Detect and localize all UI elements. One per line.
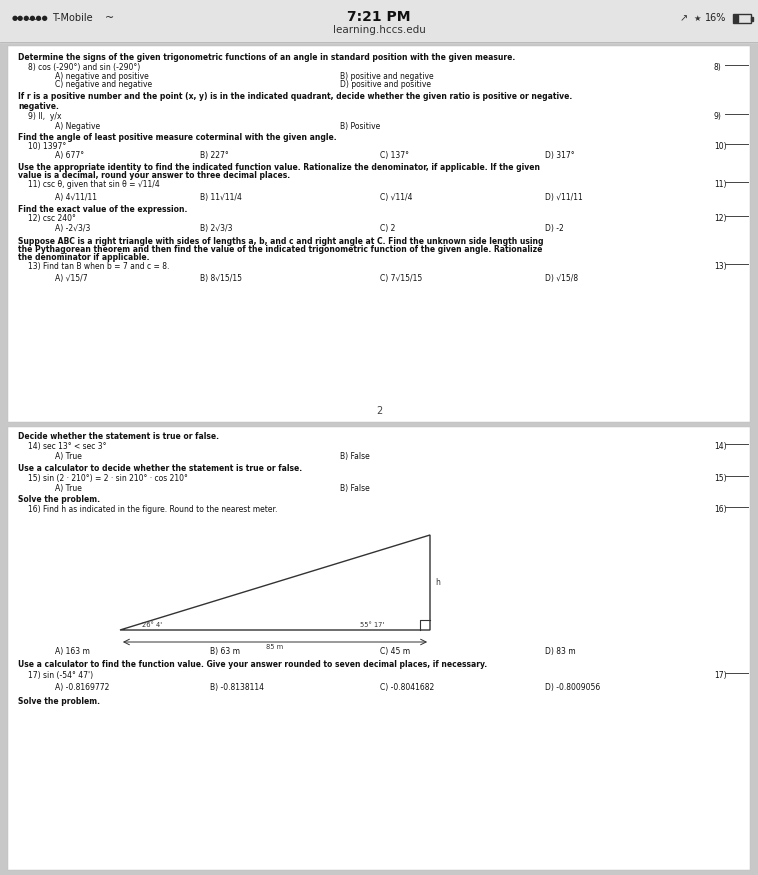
Text: 15) sin (2 · 210°) = 2 · sin 210° · cos 210°: 15) sin (2 · 210°) = 2 · sin 210° · cos … xyxy=(28,474,188,483)
Bar xyxy=(733,14,751,23)
Text: B) 63 m: B) 63 m xyxy=(210,647,240,656)
Text: 16%: 16% xyxy=(705,13,726,23)
Text: the denominator if applicable.: the denominator if applicable. xyxy=(18,253,149,262)
Bar xyxy=(0,0,758,42)
Text: C) 137°: C) 137° xyxy=(380,151,409,160)
Text: 85 m: 85 m xyxy=(267,644,283,650)
Text: A) True: A) True xyxy=(55,452,82,461)
Text: 14) sec 13° < sec 3°: 14) sec 13° < sec 3° xyxy=(28,442,107,451)
Text: Determine the signs of the given trigonometric functions of an angle in standard: Determine the signs of the given trigono… xyxy=(18,53,515,62)
Text: Suppose ABC is a right triangle with sides of lengths a, b, and c and right angl: Suppose ABC is a right triangle with sid… xyxy=(18,237,543,246)
Text: C) 7√15/15: C) 7√15/15 xyxy=(380,274,422,283)
Text: A) Negative: A) Negative xyxy=(55,122,100,131)
Text: 15): 15) xyxy=(714,474,727,483)
Text: A) True: A) True xyxy=(55,484,82,493)
Text: 55° 17': 55° 17' xyxy=(360,622,384,628)
Text: D) -0.8009056: D) -0.8009056 xyxy=(545,683,600,692)
Text: 8): 8) xyxy=(714,63,722,72)
Text: 2: 2 xyxy=(376,406,382,416)
Text: learning.hccs.edu: learning.hccs.edu xyxy=(333,25,425,35)
Text: 11) csc θ, given that sin θ = √11/4: 11) csc θ, given that sin θ = √11/4 xyxy=(28,180,160,189)
Text: 13): 13) xyxy=(714,262,727,271)
Text: ......: ...... xyxy=(12,13,44,23)
Text: B) 2√3/3: B) 2√3/3 xyxy=(200,224,233,233)
Text: B) Positive: B) Positive xyxy=(340,122,381,131)
Text: 13) Find tan B when b = 7 and c = 8.: 13) Find tan B when b = 7 and c = 8. xyxy=(28,262,169,271)
Text: A) √15/7: A) √15/7 xyxy=(55,274,88,283)
Text: A) 4√11/11: A) 4√11/11 xyxy=(55,193,97,202)
Text: 12): 12) xyxy=(714,214,726,223)
Bar xyxy=(751,17,753,20)
Text: ~: ~ xyxy=(105,13,114,23)
Text: 17) sin (-54° 47'): 17) sin (-54° 47') xyxy=(28,671,93,680)
Text: A) -0.8169772: A) -0.8169772 xyxy=(55,683,109,692)
Text: B) False: B) False xyxy=(340,484,370,493)
Text: B) 8√15/15: B) 8√15/15 xyxy=(200,274,242,283)
Text: Use a calculator to find the function value. Give your answer rounded to seven d: Use a calculator to find the function va… xyxy=(18,660,487,669)
Text: C) 45 m: C) 45 m xyxy=(380,647,410,656)
Text: B) 11√11/4: B) 11√11/4 xyxy=(200,193,242,202)
Text: 12) csc 240°: 12) csc 240° xyxy=(28,214,76,223)
Text: D) -2: D) -2 xyxy=(545,224,564,233)
Text: negative.: negative. xyxy=(18,102,59,111)
Text: A) 163 m: A) 163 m xyxy=(55,647,90,656)
Text: T-Mobile: T-Mobile xyxy=(52,13,92,23)
Bar xyxy=(8,427,750,870)
Text: Decide whether the statement is true or false.: Decide whether the statement is true or … xyxy=(18,432,219,441)
Text: A) negative and positive: A) negative and positive xyxy=(55,72,149,81)
Text: Solve the problem.: Solve the problem. xyxy=(18,697,100,706)
Bar xyxy=(734,15,738,22)
Text: 9) II,  y/x: 9) II, y/x xyxy=(28,112,61,121)
Text: D) √15/8: D) √15/8 xyxy=(545,274,578,283)
Text: B) False: B) False xyxy=(340,452,370,461)
Text: 16) Find h as indicated in the figure. Round to the nearest meter.: 16) Find h as indicated in the figure. R… xyxy=(28,505,277,514)
Text: 10) 1397°: 10) 1397° xyxy=(28,142,66,151)
Bar xyxy=(8,46,750,422)
Text: D) 83 m: D) 83 m xyxy=(545,647,575,656)
Text: Find the angle of least positive measure coterminal with the given angle.: Find the angle of least positive measure… xyxy=(18,133,337,142)
Text: h: h xyxy=(435,578,440,587)
Text: A) -2√3/3: A) -2√3/3 xyxy=(55,224,90,233)
Text: 17): 17) xyxy=(714,671,727,680)
Text: 11): 11) xyxy=(714,180,726,189)
Text: B) -0.8138114: B) -0.8138114 xyxy=(210,683,264,692)
Text: D) √11/11: D) √11/11 xyxy=(545,193,583,202)
Text: value is a decimal, round your answer to three decimal places.: value is a decimal, round your answer to… xyxy=(18,171,290,180)
Text: 10): 10) xyxy=(714,142,727,151)
Text: ●●●●●●: ●●●●●● xyxy=(12,15,49,21)
Text: Solve the problem.: Solve the problem. xyxy=(18,495,100,504)
Text: D) 317°: D) 317° xyxy=(545,151,575,160)
Text: D) positive and positive: D) positive and positive xyxy=(340,80,431,89)
Text: Use a calculator to decide whether the statement is true or false.: Use a calculator to decide whether the s… xyxy=(18,464,302,473)
Text: ↗: ↗ xyxy=(680,13,688,23)
Text: Find the exact value of the expression.: Find the exact value of the expression. xyxy=(18,205,187,214)
Text: C) √11/4: C) √11/4 xyxy=(380,193,412,202)
Text: the Pythagorean theorem and then find the value of the indicated trigonometric f: the Pythagorean theorem and then find th… xyxy=(18,245,543,254)
Text: 8) cos (-290°) and sin (-290°): 8) cos (-290°) and sin (-290°) xyxy=(28,63,140,72)
Text: 14): 14) xyxy=(714,442,727,451)
Text: C) negative and negative: C) negative and negative xyxy=(55,80,152,89)
Text: 9): 9) xyxy=(714,112,722,121)
Text: A) 677°: A) 677° xyxy=(55,151,84,160)
Text: B) positive and negative: B) positive and negative xyxy=(340,72,434,81)
Text: C) -0.8041682: C) -0.8041682 xyxy=(380,683,434,692)
Text: Use the appropriate identity to find the indicated function value. Rationalize t: Use the appropriate identity to find the… xyxy=(18,163,540,172)
Text: If r is a positive number and the point (x, y) is in the indicated quadrant, dec: If r is a positive number and the point … xyxy=(18,92,572,101)
Text: ★: ★ xyxy=(693,13,700,23)
Text: C) 2: C) 2 xyxy=(380,224,396,233)
Text: 26° 4': 26° 4' xyxy=(142,622,162,628)
Text: 7:21 PM: 7:21 PM xyxy=(347,10,411,24)
Text: B) 227°: B) 227° xyxy=(200,151,229,160)
Text: 16): 16) xyxy=(714,505,727,514)
